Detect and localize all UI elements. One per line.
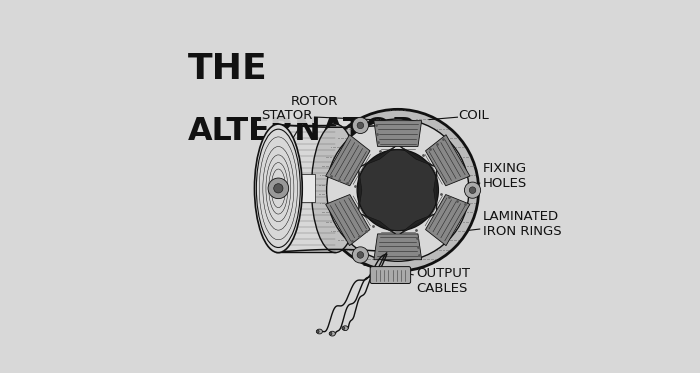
Polygon shape xyxy=(398,213,437,235)
Text: ALTERNATOR: ALTERNATOR xyxy=(188,116,417,147)
Circle shape xyxy=(329,332,332,335)
Circle shape xyxy=(316,330,319,333)
Circle shape xyxy=(357,252,364,258)
Polygon shape xyxy=(374,234,421,260)
Polygon shape xyxy=(426,135,470,186)
Ellipse shape xyxy=(312,124,359,253)
Text: OUTPUT
CABLES: OUTPUT CABLES xyxy=(364,265,470,295)
Circle shape xyxy=(342,327,345,330)
Circle shape xyxy=(352,247,368,263)
Polygon shape xyxy=(358,167,362,213)
Text: FIXING
HOLES: FIXING HOLES xyxy=(473,162,527,189)
Polygon shape xyxy=(374,120,421,147)
Polygon shape xyxy=(398,145,437,167)
Text: COIL: COIL xyxy=(429,109,489,122)
Ellipse shape xyxy=(316,329,323,334)
Polygon shape xyxy=(358,145,398,167)
Ellipse shape xyxy=(342,326,348,330)
Circle shape xyxy=(357,150,438,231)
Ellipse shape xyxy=(330,331,335,336)
Circle shape xyxy=(317,109,479,271)
Circle shape xyxy=(469,187,476,194)
Circle shape xyxy=(352,117,368,134)
FancyBboxPatch shape xyxy=(370,267,411,283)
Polygon shape xyxy=(426,195,470,245)
Circle shape xyxy=(274,184,283,193)
Text: LAMINATED
IRON RINGS: LAMINATED IRON RINGS xyxy=(469,210,561,238)
Polygon shape xyxy=(434,167,437,213)
Circle shape xyxy=(268,178,288,199)
FancyBboxPatch shape xyxy=(282,174,315,203)
Circle shape xyxy=(357,122,364,129)
Polygon shape xyxy=(326,135,370,186)
Ellipse shape xyxy=(255,124,302,253)
Text: ROTOR: ROTOR xyxy=(284,95,339,154)
Polygon shape xyxy=(326,195,370,245)
Polygon shape xyxy=(358,213,398,235)
Text: STATOR: STATOR xyxy=(262,109,374,122)
Text: THE: THE xyxy=(188,52,268,86)
Circle shape xyxy=(465,182,481,198)
Circle shape xyxy=(327,119,469,261)
